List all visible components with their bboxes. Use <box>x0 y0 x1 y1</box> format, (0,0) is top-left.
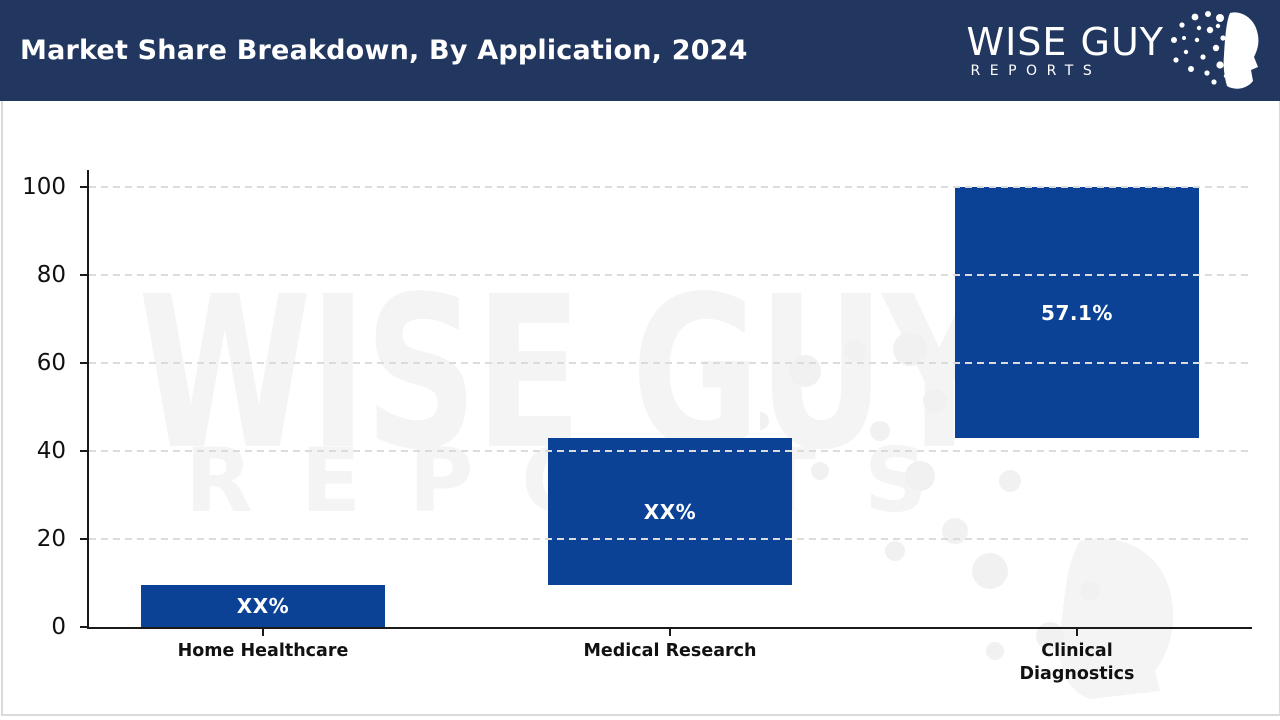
y-tick-mark <box>80 274 88 276</box>
x-tick-mark <box>262 628 264 636</box>
gridline-100 <box>89 186 1252 188</box>
wise-guy-logo: WISE GUY REPORTS <box>967 10 1262 92</box>
y-tick-label: 80 <box>36 262 66 288</box>
header: Market Share Breakdown, By Application, … <box>0 0 1280 101</box>
page-title: Market Share Breakdown, By Application, … <box>20 35 748 66</box>
y-tick-mark <box>80 186 88 188</box>
x-category-label: Medical Research <box>583 641 757 661</box>
gridline-40 <box>89 450 1252 452</box>
bar-clinical-diagnostics: 57.1% <box>955 187 1199 439</box>
x-tick-mark <box>1076 628 1078 636</box>
x-category-label: Home Healthcare <box>177 641 349 661</box>
x-category-label: Clinical Diagnostics <box>1019 641 1135 684</box>
y-tick-mark <box>80 538 88 540</box>
gridline-60 <box>89 362 1252 364</box>
bar-value-label: 57.1% <box>1041 300 1113 325</box>
y-tick-label: 40 <box>36 438 66 464</box>
logo-wordmark: WISE GUY <box>966 20 1164 64</box>
y-tick-label: 100 <box>22 174 66 200</box>
logo-text: WISE GUY REPORTS <box>967 23 1164 78</box>
y-axis-line <box>87 170 89 629</box>
bar-value-label: XX% <box>643 499 697 524</box>
x-axis-line <box>87 627 1252 629</box>
y-tick-label: 0 <box>51 614 66 640</box>
logo-face-icon <box>1171 10 1259 89</box>
x-tick-mark <box>669 628 671 636</box>
y-tick-mark <box>80 362 88 364</box>
y-tick-mark <box>80 626 88 628</box>
logo-subtitle: REPORTS <box>970 63 1102 79</box>
y-tick-mark <box>80 450 88 452</box>
bar-value-label: XX% <box>236 594 290 619</box>
gridline-80 <box>89 274 1252 276</box>
bar-home-healthcare: XX% <box>141 585 385 627</box>
bar-medical-research: XX% <box>548 438 792 586</box>
y-tick-label: 60 <box>36 350 66 376</box>
y-tick-label: 20 <box>36 526 66 552</box>
gridline-20 <box>89 538 1252 540</box>
